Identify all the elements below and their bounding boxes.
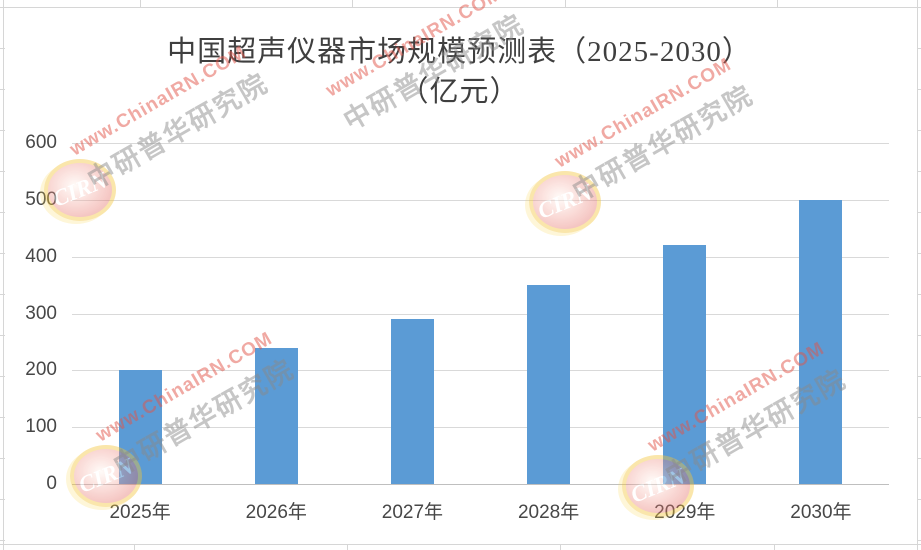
bar-2026年 <box>254 347 298 484</box>
sheet-row-tick-left-2 <box>0 130 5 131</box>
y-gridline-600 <box>72 143 889 144</box>
sheet-row-tick-left-5 <box>0 253 5 254</box>
x-tick-label-2026年: 2026年 <box>245 502 307 523</box>
plot-area: 0 100 200 300 400 500 600 2025年 2026年 2027年 2028年 2… <box>5 8 914 543</box>
sheet-row-tick-right-9 <box>917 417 921 418</box>
sheet-row-tick-right-6 <box>917 294 921 295</box>
chart-title-line2: （亿元） <box>399 76 520 108</box>
sheet-row-tick-right-8 <box>917 376 921 377</box>
y-gridline-100 <box>72 427 889 428</box>
bar-2025年 <box>118 370 162 484</box>
y-tick-label-400: 400 <box>25 246 57 267</box>
sheet-row-tick-left-9 <box>0 417 5 418</box>
x-tick-label-2025年: 2025年 <box>109 502 171 523</box>
sheet-row-tick-right-2 <box>917 130 921 131</box>
sheet-row-border-bottom <box>0 544 921 545</box>
y-tick-label-500: 500 <box>25 189 57 210</box>
x-tick-label-2028年: 2028年 <box>517 502 580 523</box>
sheet-row-tick-left-8 <box>0 376 5 377</box>
bar-2030年 <box>799 199 843 484</box>
sheet-row-tick-left-6 <box>0 294 5 295</box>
y-gridline-500 <box>72 200 889 201</box>
sheet-row-tick-left-11 <box>0 499 5 500</box>
y-gridline-200 <box>72 370 889 371</box>
sheet-col-tick-top-3 <box>777 0 778 7</box>
y-gridline-300 <box>72 314 889 315</box>
sheet-row-tick-left-1 <box>0 89 5 90</box>
chart-title-line1: 中国超声仪器市场规模预测表（2025-2030） <box>167 36 752 68</box>
sheet-col-tick-bottom-0 <box>134 544 135 550</box>
sheet-row-tick-left-3 <box>0 171 5 172</box>
sheet-row-tick-left-7 <box>0 335 5 336</box>
sheet-row-tick-left-0 <box>0 48 5 49</box>
sheet-row-tick-right-10 <box>917 458 921 459</box>
sheet-row-tick-right-1 <box>917 89 921 90</box>
sheet-row-tick-right-5 <box>917 253 921 254</box>
y-tick-label-300: 300 <box>25 303 57 324</box>
x-axis-line <box>72 484 889 485</box>
sheet-row-tick-right-4 <box>917 212 921 213</box>
sheet-row-tick-left-4 <box>0 212 5 213</box>
sheet-col-tick-bottom-3 <box>774 544 775 550</box>
sheet-row-tick-right-3 <box>917 171 921 172</box>
sheet-row-tick-right-0 <box>917 48 921 49</box>
y-tick-label-100: 100 <box>25 416 57 437</box>
sheet-row-tick-right-11 <box>917 499 921 500</box>
sheet-row-tick-left-10 <box>0 458 5 459</box>
sheet-row-tick-right-12 <box>917 540 921 541</box>
sheet-col-border-left <box>3 0 4 550</box>
sheet-col-tick-top-0 <box>140 0 141 7</box>
y-tick-label-600: 600 <box>25 132 57 153</box>
sheet-row-tick-left-12 <box>0 540 5 541</box>
chart-area: 中国超声仪器市场规模预测表（2025-2030） （亿元） 0 100 200 300… <box>5 8 914 543</box>
bar-2028年 <box>527 285 571 484</box>
y-gridline-400 <box>72 257 889 258</box>
x-tick-label-2029年: 2029年 <box>654 502 716 523</box>
sheet-col-tick-top-1 <box>352 0 353 7</box>
sheet-row-border-top <box>0 7 921 8</box>
sheet-row-tick-right-7 <box>917 335 921 336</box>
sheet-col-border-right <box>917 0 918 550</box>
y-tick-label-200: 200 <box>25 359 57 380</box>
sheet-col-tick-bottom-2 <box>560 544 561 550</box>
sheet-col-tick-bottom-1 <box>347 544 348 550</box>
y-tick-label-0: 0 <box>46 473 57 494</box>
x-tick-label-2027年: 2027年 <box>381 502 444 523</box>
chart-title: 中国超声仪器市场规模预测表（2025-2030） （亿元） <box>5 32 914 112</box>
sheet-col-tick-top-2 <box>565 0 566 7</box>
bar-2029年 <box>663 245 707 484</box>
bar-2027年 <box>390 319 434 484</box>
x-tick-label-2030年: 2030年 <box>790 502 852 523</box>
